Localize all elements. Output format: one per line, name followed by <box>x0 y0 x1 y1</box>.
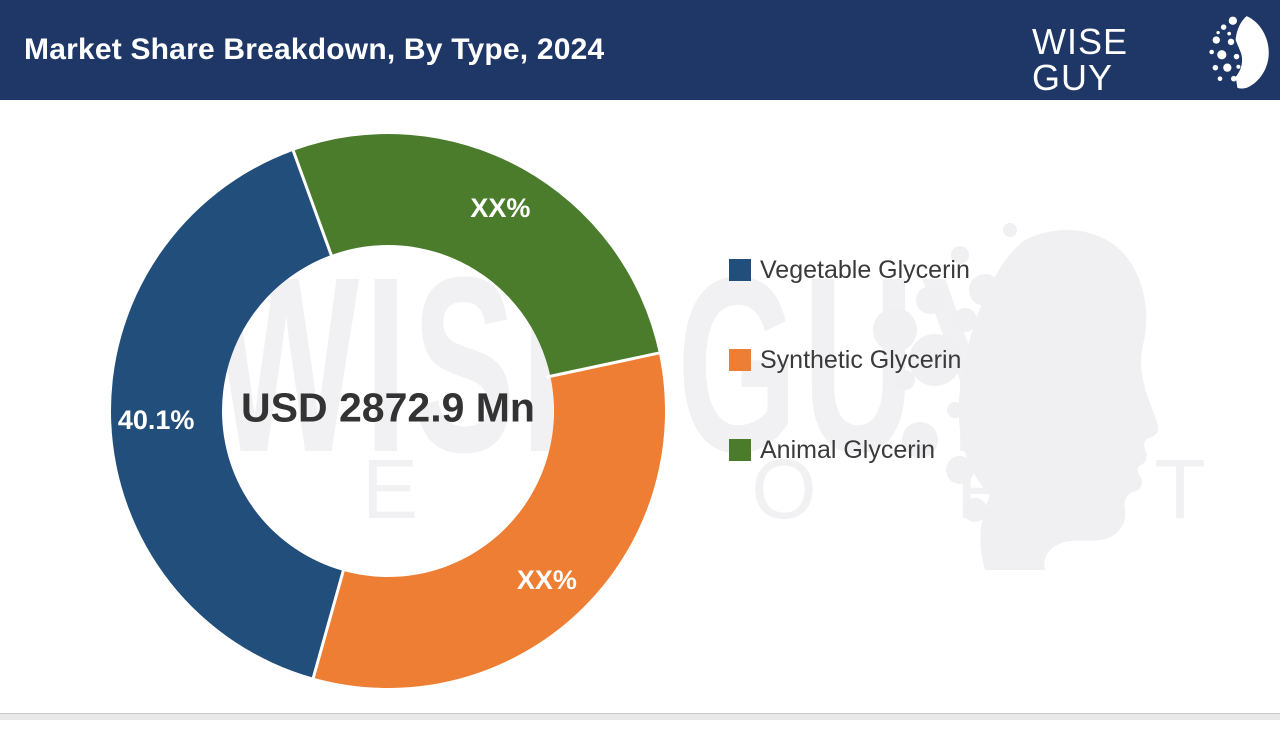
segment-value-label: 40.1% <box>118 405 195 435</box>
segment-value-label: XX% <box>517 565 577 595</box>
segment-gap-line <box>311 566 346 680</box>
donut-segment-synthetic-glycerin <box>313 353 665 688</box>
segment-gap-line <box>291 149 335 260</box>
legend-item-vegetable-glycerin: Vegetable Glycerin <box>729 256 970 284</box>
logo-wordmark: WISE GUY <box>1032 21 1129 98</box>
chart-center-value: USD 2872.9 Mn <box>241 384 535 431</box>
chart-legend: Vegetable Glycerin Synthetic Glycerin An… <box>729 256 970 529</box>
watermark-face-icon <box>873 223 1159 570</box>
segment-gap-line <box>546 351 661 379</box>
legend-label: Animal Glycerin <box>760 435 936 464</box>
legend-item-synthetic-glycerin: Synthetic Glycerin <box>729 346 970 374</box>
donut-chart: XX% XX% 40.1% <box>111 134 665 688</box>
donut-segment-vegetable-glycerin <box>111 150 344 678</box>
legend-swatch-animal <box>729 439 751 461</box>
header-bar: Market Share Breakdown, By Type, 2024 WI… <box>0 0 1280 126</box>
donut-segment-animal-glycerin <box>293 134 659 377</box>
legend-item-animal-glycerin: Animal Glycerin <box>729 436 970 464</box>
segment-value-label: XX% <box>470 193 530 223</box>
legend-label: Synthetic Glycerin <box>760 345 962 374</box>
footer-bar <box>0 713 1280 720</box>
logo-subtitle: R E P O R T S <box>1035 99 1201 127</box>
wiseguy-logo-text: WISE GUY R E P O R T S <box>1032 21 1214 127</box>
legend-label: Vegetable Glycerin <box>760 255 970 284</box>
page-title: Market Share Breakdown, By Type, 2024 <box>24 33 605 66</box>
wiseguy-face-icon <box>1208 16 1269 89</box>
wiseguy-logo: WISE GUY R E P O R T S <box>1032 10 1272 126</box>
legend-swatch-synthetic <box>729 349 751 371</box>
legend-swatch-vegetable <box>729 259 751 281</box>
